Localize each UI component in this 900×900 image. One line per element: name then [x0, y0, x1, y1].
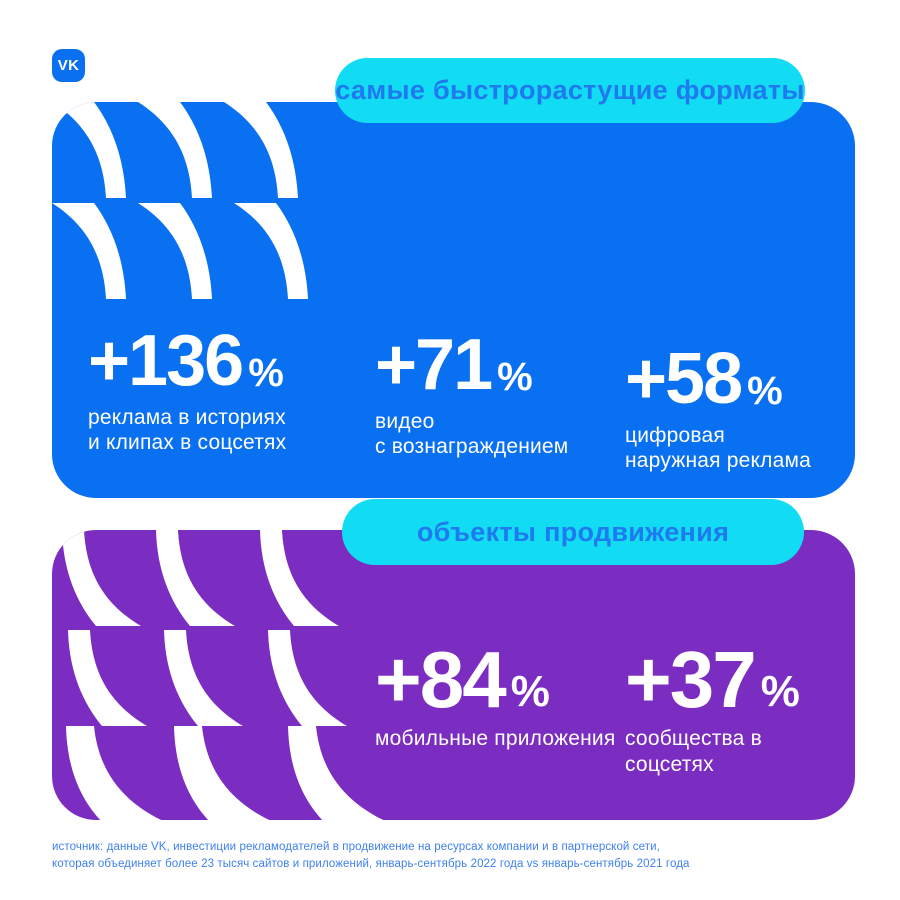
- section-badge-formats: самые быстрорастущие форматы: [335, 58, 805, 123]
- stat-label-line: видео: [375, 409, 435, 433]
- card-fastest-growing-formats: +136 % реклама в историях и клипах в соц…: [52, 102, 855, 498]
- stat-label: мобильные приложения: [375, 726, 615, 752]
- percent-sign: %: [510, 667, 550, 717]
- stat-digital-outdoor-value-row: +58 %: [625, 339, 811, 419]
- stat-label: видео с вознаграждением: [375, 409, 568, 460]
- stat-value: +71: [375, 325, 493, 405]
- percent-sign: %: [497, 354, 533, 399]
- source-note-line2: которая объединяет более 23 тысяч сайтов…: [52, 858, 690, 870]
- stat-mobile-apps: +84 % мобильные приложения: [375, 635, 615, 752]
- percent-sign: %: [248, 350, 284, 395]
- section-badge-formats-label: самые быстрорастущие форматы: [335, 75, 805, 105]
- stat-label-line: цифровая: [625, 423, 725, 447]
- stat-communities-value-row: +37 %: [625, 635, 855, 724]
- stat-stories-clips: +136 % реклама в историях и клипах в соц…: [88, 321, 286, 456]
- card-promotion-objects: +84 % мобильные приложения +37 % сообщес…: [52, 530, 855, 820]
- stat-stories-clips-value-row: +136 %: [88, 321, 286, 401]
- percent-sign: %: [747, 368, 783, 413]
- stat-digital-outdoor: +58 % цифровая наружная реклама: [625, 339, 811, 474]
- stat-mobile-apps-value-row: +84 %: [375, 635, 615, 724]
- percent-sign: %: [760, 667, 800, 717]
- section-badge-promotion-objects: объекты продвижения: [342, 499, 804, 565]
- stat-value: +37: [625, 635, 757, 724]
- stat-label-line: наружная реклама: [625, 449, 812, 473]
- stat-label-line: мобильные приложения: [375, 727, 616, 751]
- vk-logo: VK: [52, 49, 85, 82]
- stat-label: реклама в историях и клипах в соцсетях: [88, 405, 286, 456]
- stat-value: +84: [375, 635, 507, 724]
- stat-value: +136: [88, 321, 244, 401]
- stat-label-line: сообщества в соцсетях: [625, 727, 762, 776]
- arc-pattern-decoration-blue: [52, 102, 308, 299]
- arc-pattern-decoration-purple: [62, 530, 392, 820]
- stat-communities: +37 % сообщества в соцсетях: [625, 635, 855, 777]
- stat-value: +58: [625, 339, 743, 419]
- source-note-line1: источник: данные VK, инвестиции рекламод…: [52, 841, 660, 853]
- stat-label-line: реклама в историях: [88, 405, 286, 429]
- stat-label: сообщества в соцсетях: [625, 726, 855, 777]
- section-badge-promotion-objects-label: объекты продвижения: [416, 516, 730, 547]
- stat-rewarded-video: +71 % видео с вознаграждением: [375, 325, 568, 460]
- stat-label-line: с вознаграждением: [375, 435, 569, 459]
- vk-logo-text: VK: [57, 57, 80, 74]
- stat-rewarded-video-value-row: +71 %: [375, 325, 568, 405]
- stat-label-line: и клипах в соцсетях: [88, 431, 287, 455]
- source-note: источник: данные VK, инвестиции рекламод…: [52, 839, 690, 873]
- stat-label: цифровая наружная реклама: [625, 423, 811, 474]
